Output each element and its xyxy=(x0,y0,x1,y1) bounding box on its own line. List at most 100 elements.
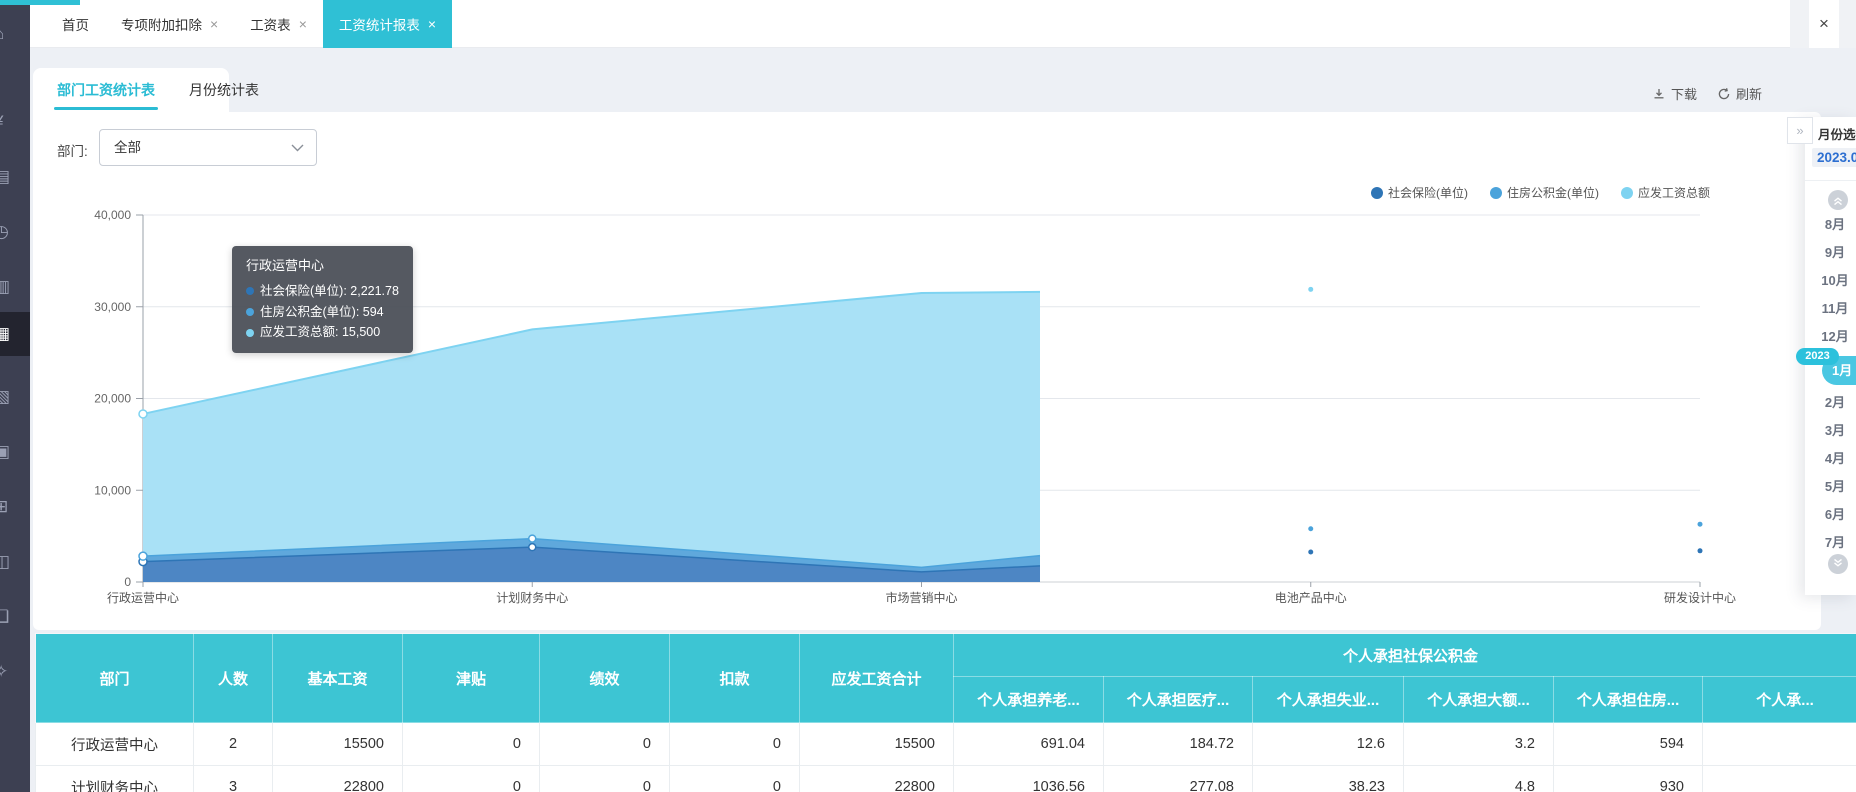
invoice-icon: ▣ xyxy=(0,442,11,461)
table-cell: 4.8 xyxy=(1403,765,1554,792)
ledger-icon: ▥ xyxy=(0,277,11,296)
legend-dot xyxy=(1620,186,1633,199)
column-header: 人数 xyxy=(193,633,273,723)
sidebar-item[interactable]: ▤ xyxy=(0,155,30,199)
salary-icon: ▦ xyxy=(0,324,11,343)
table-cell: 3.2 xyxy=(1403,722,1554,766)
column-header: 应发工资合计 xyxy=(799,633,954,723)
panel-divider xyxy=(1805,180,1856,181)
month-item[interactable]: 9月 xyxy=(1824,245,1846,260)
svg-text:研发设计中心: 研发设计中心 xyxy=(1664,590,1736,605)
table-cell: 1036.56 xyxy=(953,765,1104,792)
tab-1[interactable]: 首页 xyxy=(46,0,105,48)
tooltip-series-dot xyxy=(246,307,254,316)
table-cell: 38.23 xyxy=(1252,765,1404,792)
tab-label: 工资统计报表 xyxy=(338,18,420,33)
table-cell: 184.72 xyxy=(1103,722,1253,766)
chevron-down-icon xyxy=(291,144,304,152)
svg-text:0: 0 xyxy=(124,575,131,589)
tooltip-series-value: 应发工资总额: 15,500 xyxy=(260,325,381,340)
download-label: 下载 xyxy=(1671,87,1698,102)
column-header: 部门 xyxy=(35,633,194,723)
table-cell: 594 xyxy=(1553,722,1703,766)
table-cell: 22800 xyxy=(272,765,403,792)
month-item[interactable]: 4月 xyxy=(1824,451,1846,466)
tooltip-title: 行政运营中心 xyxy=(246,258,325,273)
tooltip-row: 应发工资总额: 15,500 xyxy=(246,322,399,343)
tooltip-series-value: 住房公积金(单位): 594 xyxy=(260,304,384,319)
sidebar-item[interactable]: ✧ xyxy=(0,650,30,694)
table-cell: 0 xyxy=(539,765,670,792)
tab-2[interactable]: 专项附加扣除 × xyxy=(105,0,234,48)
subtab-1[interactable]: 部门工资统计表 xyxy=(54,82,158,110)
subtab-2[interactable]: 月份统计表 xyxy=(189,82,259,98)
tab-close-icon[interactable]: × xyxy=(427,16,437,32)
month-item[interactable]: 10月 xyxy=(1821,273,1849,288)
tab-3[interactable]: 工资表 × xyxy=(234,0,323,48)
table-cell: 0 xyxy=(402,765,540,792)
sidebar-item[interactable]: ❏ xyxy=(0,595,30,639)
department-filter-label: 部门: xyxy=(57,144,88,159)
legend-item[interactable]: 社会保险(单位) xyxy=(1370,184,1468,201)
legend-item[interactable]: 应发工资总额 xyxy=(1620,184,1710,201)
month-item[interactable]: 11月 xyxy=(1821,301,1849,316)
voucher-icon: ▤ xyxy=(0,167,11,186)
selected-period: 2023.01 xyxy=(1812,148,1856,167)
scroll-up-button[interactable] xyxy=(1828,190,1848,210)
legend-dot xyxy=(1489,186,1502,199)
refresh-button[interactable]: 刷新 xyxy=(1717,84,1762,103)
chevron-down-icon xyxy=(1834,558,1842,567)
table-cell: 15500 xyxy=(272,722,403,766)
tab-close-icon[interactable]: × xyxy=(298,16,307,32)
sidebar-item[interactable]: ▧ xyxy=(0,375,30,419)
scroll-down-button[interactable] xyxy=(1828,554,1848,574)
month-item[interactable]: 8月 xyxy=(1824,217,1846,232)
tab-strip: 首页 专项附加扣除 × 工资表 × 工资统计报表 × xyxy=(46,0,1856,48)
tab-label: 专项附加扣除 xyxy=(121,18,202,33)
sub-column-header: 个人承担住房... xyxy=(1553,676,1703,723)
assets-icon: ⊞ xyxy=(0,497,9,516)
tooltip-series-dot xyxy=(246,287,254,296)
download-button[interactable]: 下载 xyxy=(1652,84,1697,103)
sidebar-item[interactable]: ▦ xyxy=(0,312,30,356)
sidebar-item[interactable]: ▥ xyxy=(0,265,30,309)
tab-close-icon[interactable]: × xyxy=(210,16,219,32)
table-cell: 0 xyxy=(539,722,670,766)
month-item[interactable]: 2月 xyxy=(1824,395,1846,410)
sidebar-item[interactable]: ▣ xyxy=(0,430,30,474)
sub-column-header: 个人承... xyxy=(1701,676,1856,723)
month-item[interactable]: 7月 xyxy=(1824,535,1846,550)
tab-4[interactable]: 工资统计报表 × xyxy=(322,0,453,48)
panel-collapse-button[interactable]: » xyxy=(1787,117,1813,144)
svg-text:行政运营中心: 行政运营中心 xyxy=(107,590,179,605)
sidebar-item[interactable]: ◫ xyxy=(0,540,30,584)
svg-text:计划财务中心: 计划财务中心 xyxy=(496,590,568,605)
topbar-right-corner: × xyxy=(1790,0,1856,48)
window-close-button[interactable]: × xyxy=(1809,0,1839,48)
month-item[interactable]: 6月 xyxy=(1824,507,1846,522)
sidebar-item[interactable]: ¥ xyxy=(0,100,30,144)
sub-column-header: 个人承担失业... xyxy=(1252,676,1404,723)
svg-text:10,000: 10,000 xyxy=(94,483,131,497)
department-select[interactable]: 全部 xyxy=(99,129,317,166)
tab-label: 首页 xyxy=(62,18,89,33)
sidebar-item[interactable]: ⌂ xyxy=(0,12,30,56)
sub-column-header: 个人承担养老... xyxy=(953,676,1104,723)
group-header: 个人承担社保公积金 xyxy=(952,633,1856,677)
sidebar-item[interactable]: ⊞ xyxy=(0,485,30,529)
table-cell: 277.08 xyxy=(1103,765,1253,792)
table-cell: 3 xyxy=(193,765,273,792)
table-cell xyxy=(1701,765,1856,792)
legend-item[interactable]: 住房公积金(单位) xyxy=(1489,184,1599,201)
month-item[interactable]: 3月 xyxy=(1824,423,1846,438)
report-toolbar: 下载 刷新 xyxy=(1652,84,1762,103)
salary-table: 部门 人数 基本工资 津贴 绩效 扣款 应发工资合计 个人承担社保公积金 个人承担养老... 个人… xyxy=(35,633,1856,792)
table-cell: 930 xyxy=(1553,765,1703,792)
month-item[interactable]: 5月 xyxy=(1824,479,1846,494)
sidebar-item[interactable]: ◷ xyxy=(0,210,30,254)
table-cell: 15500 xyxy=(799,722,954,766)
column-header: 绩效 xyxy=(539,633,670,723)
month-item[interactable]: 12月 xyxy=(1821,329,1849,344)
